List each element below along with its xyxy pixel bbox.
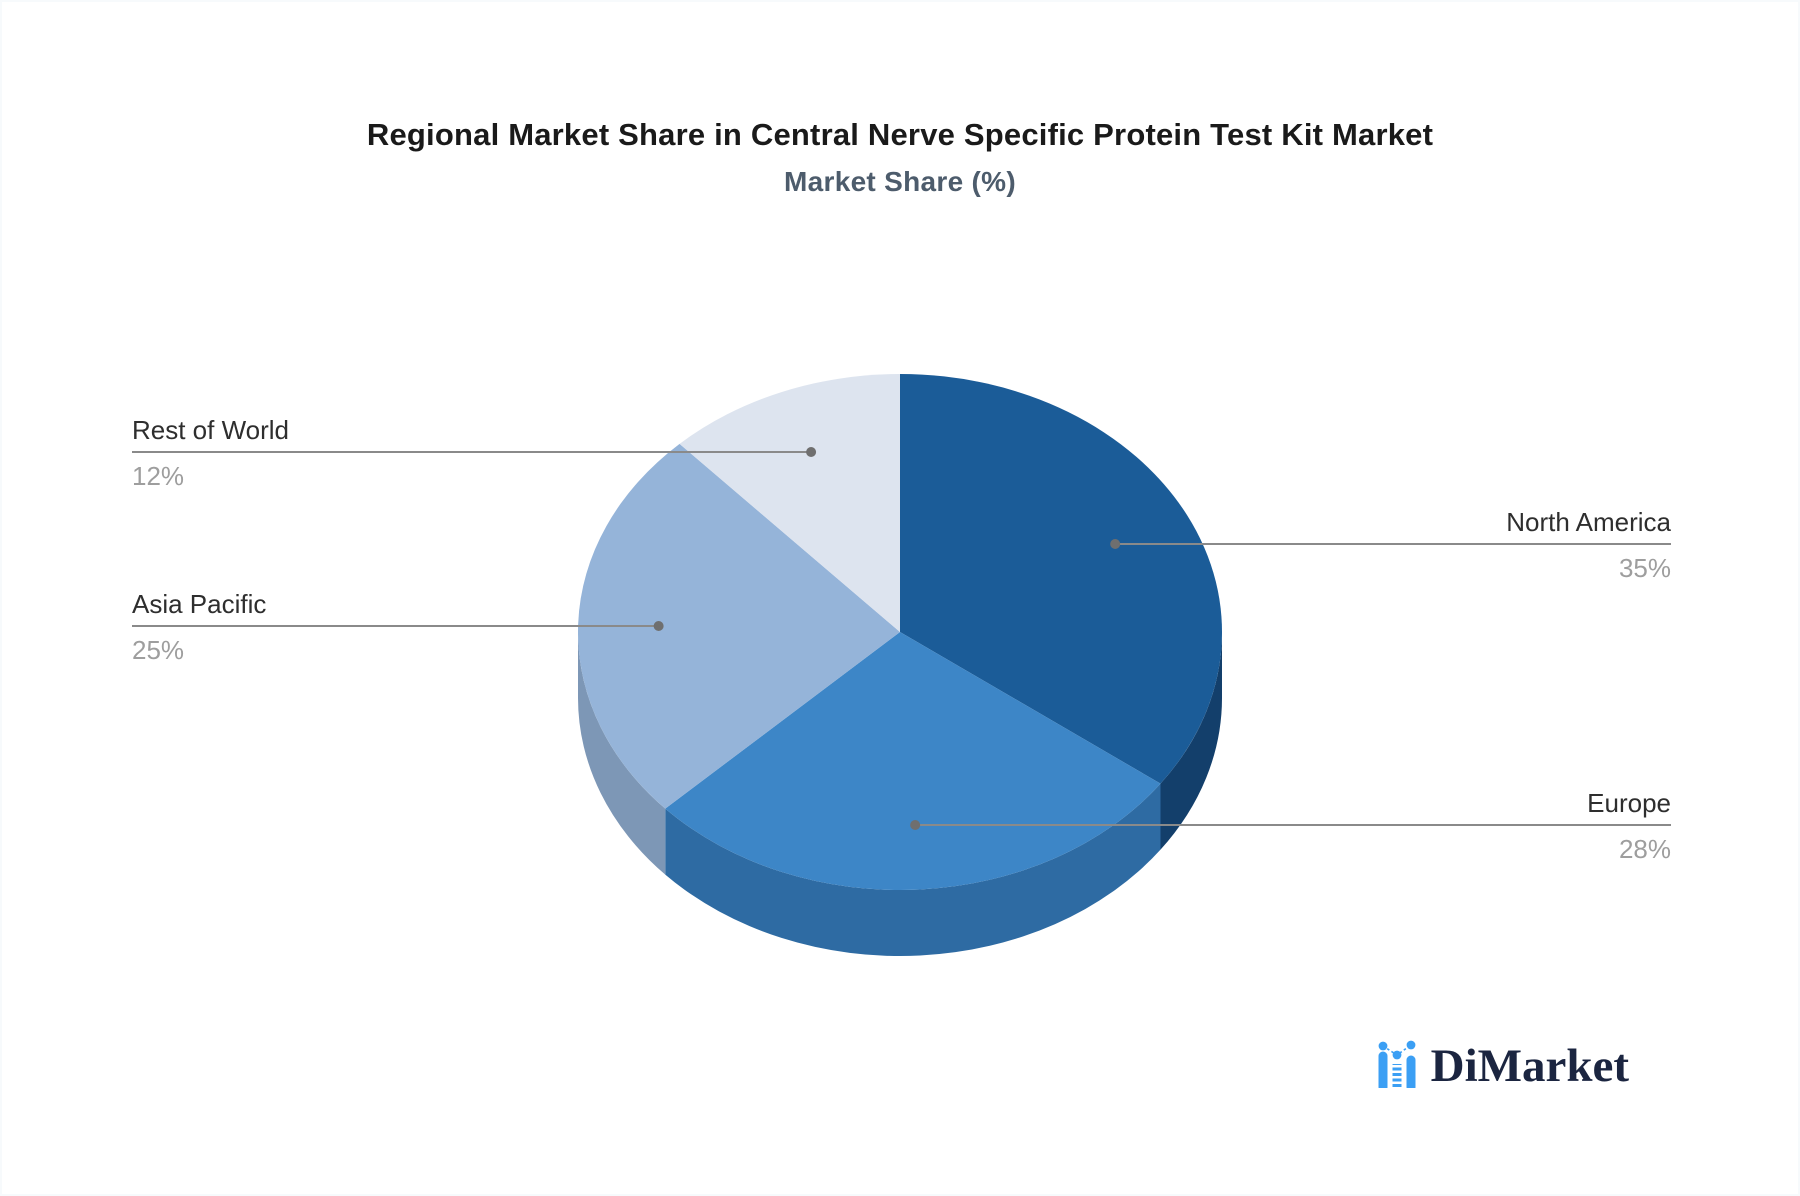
pie-slice-side-north-america bbox=[1160, 632, 1222, 850]
pie-slice-side-asia-pacific bbox=[578, 632, 666, 875]
pie-slice-asia-pacific[interactable] bbox=[577, 443, 900, 809]
chart-subtitle: Market Share (%) bbox=[784, 166, 1016, 197]
slice-label-europe: Europe bbox=[1587, 788, 1671, 818]
slice-pct-asia-pacific: 25% bbox=[132, 635, 185, 665]
chart-title: Regional Market Share in Central Nerve S… bbox=[366, 117, 1434, 152]
slice-pct-europe: 28% bbox=[1618, 834, 1671, 864]
leader-dot-europe bbox=[910, 820, 921, 830]
pie-slice-side-europe bbox=[665, 783, 1161, 956]
slice-pct-rest-of-world: 12% bbox=[132, 461, 185, 491]
slice-label-asia-pacific: Asia Pacific bbox=[132, 589, 267, 619]
slice-label-rest-of-world: Rest of World bbox=[132, 415, 290, 445]
slice-pct-north-america: 35% bbox=[1618, 553, 1671, 583]
leader-dot-asia-pacific bbox=[653, 621, 664, 631]
bar-chart-with-dots-icon bbox=[1378, 1040, 1416, 1088]
dimarket-logo: DiMarket bbox=[1376, 1040, 1629, 1090]
pie-slice-north-america[interactable] bbox=[900, 374, 1223, 784]
pie-slice-rest-of-world[interactable] bbox=[679, 374, 900, 632]
slice-label-north-america: North America bbox=[1506, 507, 1671, 537]
leader-dot-north-america bbox=[1110, 539, 1121, 549]
dimarket-logo-text: DiMarket bbox=[1430, 1040, 1629, 1092]
leader-dot-rest-of-world bbox=[806, 447, 817, 457]
